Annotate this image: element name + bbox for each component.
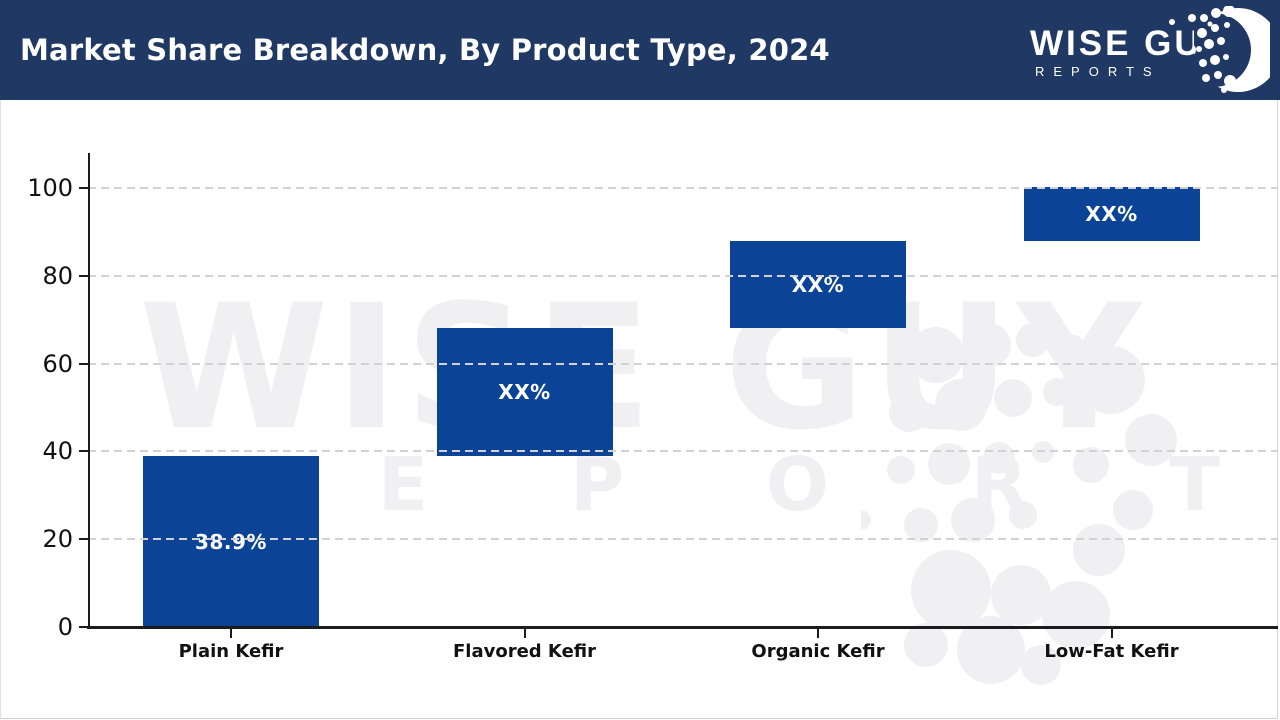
logo-subtext: REPORTS <box>1035 64 1161 79</box>
logo-dots-icon <box>1169 14 1213 27</box>
y-tick-mark <box>79 274 88 277</box>
chart-area: WISE GUY R E P O R T S 38.9%XX%XX%XX%020… <box>0 100 1280 719</box>
y-tick-label: 40 <box>42 437 73 466</box>
y-tick-label: 20 <box>42 525 73 554</box>
x-tick-label-organic-kefir: Organic Kefir <box>751 641 885 662</box>
y-tick-mark <box>79 450 88 453</box>
y-tick-label: 60 <box>42 349 73 378</box>
y-tick-mark <box>79 626 88 628</box>
bar-value-label: XX% <box>1085 201 1138 226</box>
page-title: Market Share Breakdown, By Product Type,… <box>20 33 830 67</box>
y-axis <box>88 153 90 629</box>
logo-head-icon <box>1194 6 1270 93</box>
y-tick-mark <box>79 187 88 189</box>
x-tick-mark <box>817 629 819 638</box>
bar-plain-kefir: 38.9% <box>143 456 319 627</box>
x-tick-mark <box>230 629 232 638</box>
gridline-20 <box>88 538 1278 541</box>
x-tick-label-low-fat-kefir: Low-Fat Kefir <box>1044 641 1179 662</box>
bar-organic-kefir: XX% <box>730 241 906 329</box>
y-tick-label: 100 <box>27 174 73 202</box>
bar-low-fat-kefir: XX% <box>1023 186 1200 242</box>
x-tick-label-flavored-kefir: Flavored Kefir <box>452 641 596 662</box>
watermark-head-icon <box>861 323 1177 685</box>
gridline-60 <box>88 362 1278 365</box>
wise-guy-logo: WISE GUY REPORTS <box>1002 0 1272 100</box>
header-bar: Market Share Breakdown, By Product Type,… <box>0 0 1280 100</box>
x-tick-mark <box>1110 629 1113 638</box>
x-tick-mark <box>523 629 526 638</box>
gridline-40 <box>88 450 1278 453</box>
y-tick-mark <box>79 538 88 541</box>
plot-layer: 38.9% XX% XX% XX% 0 20 40 60 80 100 Plain Kefir Fla… <box>1 100 1279 719</box>
bar-value-label: XX% <box>498 380 551 405</box>
x-tick-label-plain-kefir: Plain Kefir <box>178 641 284 662</box>
y-tick-label: 80 <box>42 261 73 290</box>
bar-value-label: 38.9% <box>195 529 267 554</box>
gridline-80 <box>88 274 1278 277</box>
x-axis <box>87 626 1278 629</box>
y-tick-mark <box>79 362 88 365</box>
gridline-100 <box>88 187 1278 189</box>
bar-flavored-kefir: XX% <box>436 328 613 457</box>
y-tick-label: 0 <box>57 613 73 641</box>
